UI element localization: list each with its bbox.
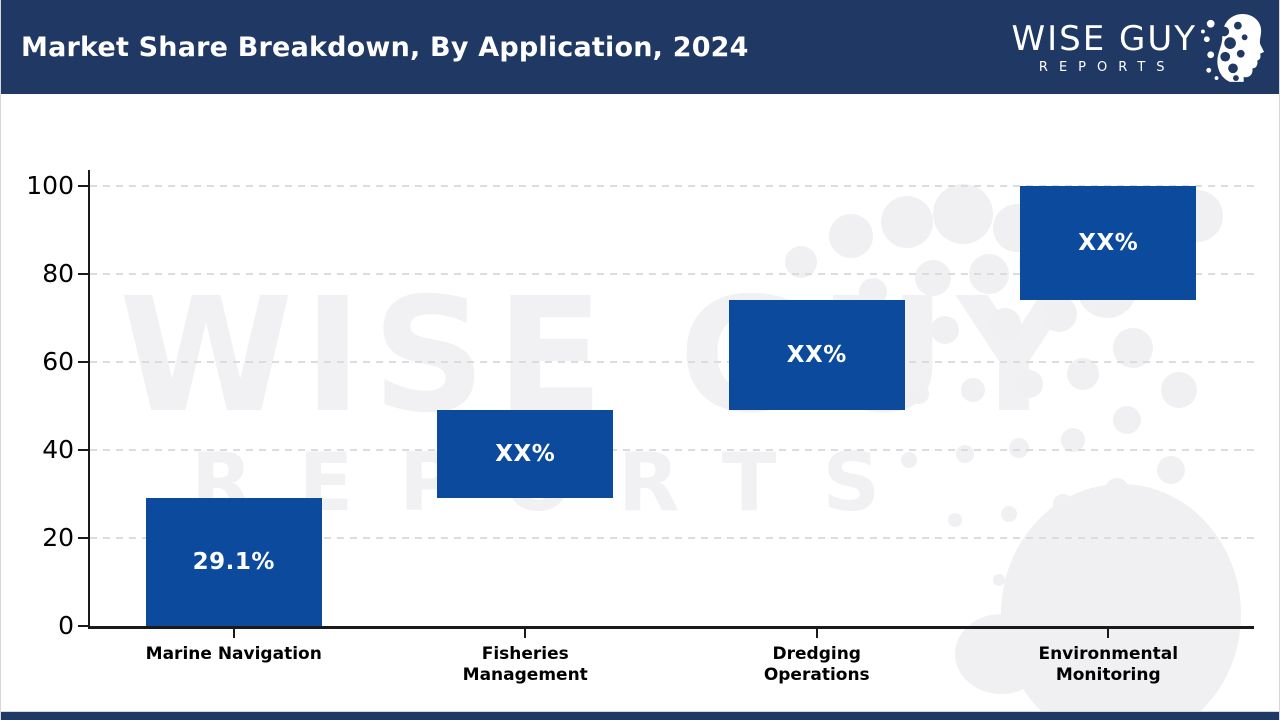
bar-dredging-operations: XX% — [728, 299, 905, 410]
x-tick-mark — [232, 629, 235, 638]
y-tick-mark — [78, 273, 88, 275]
bar-value-label: XX% — [495, 440, 556, 467]
header-bar: Market Share Breakdown, By Application, … — [1, 0, 1279, 94]
bar-value-label: XX% — [1078, 229, 1139, 256]
brand-logo: WISE GUY REPORTS — [1011, 10, 1265, 84]
x-axis-line — [88, 626, 1254, 629]
x-category-label: Marine Navigation — [145, 644, 322, 664]
y-tick-mark — [78, 625, 88, 627]
y-tick-mark — [78, 361, 88, 363]
x-tick-mark — [1107, 629, 1110, 638]
footer-bar — [1, 712, 1279, 720]
y-tick-label: 60 — [42, 347, 74, 376]
y-tick-label: 40 — [42, 435, 74, 464]
brand-logo-text: WISE GUY REPORTS — [1011, 20, 1197, 75]
gridline-80 — [90, 273, 1254, 275]
page-title: Market Share Breakdown, By Application, … — [21, 31, 749, 63]
brand-name: WISE GUY — [1011, 18, 1197, 59]
gridline-40 — [90, 449, 1254, 451]
y-tick-label: 100 — [26, 171, 74, 200]
face-dots-logo-icon — [1201, 14, 1265, 82]
x-category-label: Fisheries Management — [462, 644, 588, 685]
y-tick-label: 20 — [42, 523, 74, 552]
bar-value-label: XX% — [786, 341, 847, 368]
gridline-60 — [90, 361, 1254, 363]
bar-value-label: 29.1% — [192, 548, 275, 575]
y-tick-label: 0 — [58, 611, 74, 640]
y-tick-label: 80 — [42, 259, 74, 288]
gridline-100 — [90, 185, 1254, 187]
x-category-label: Environmental Monitoring — [1038, 644, 1179, 685]
y-axis-line — [88, 170, 90, 629]
gridline-20 — [90, 537, 1254, 539]
chart-canvas: WISE GUY REPORTS — [1, 94, 1279, 712]
bottom-divider — [1, 711, 1279, 712]
bar-environmental-monitoring: XX% — [1020, 186, 1197, 300]
bar-fisheries-management: XX% — [437, 409, 614, 498]
x-tick-mark — [524, 629, 527, 638]
y-tick-mark — [78, 185, 88, 187]
bar-marine-navigation: 29.1% — [145, 497, 322, 626]
x-tick-mark — [815, 629, 818, 638]
y-tick-mark — [78, 449, 88, 451]
y-tick-mark — [78, 537, 88, 539]
plot-area: 0 20 40 60 80 100 29.1% Marine Navigation XX% Fis… — [26, 170, 1254, 685]
x-category-label: Dredging Operations — [763, 644, 870, 685]
brand-subname: REPORTS — [1038, 59, 1176, 75]
